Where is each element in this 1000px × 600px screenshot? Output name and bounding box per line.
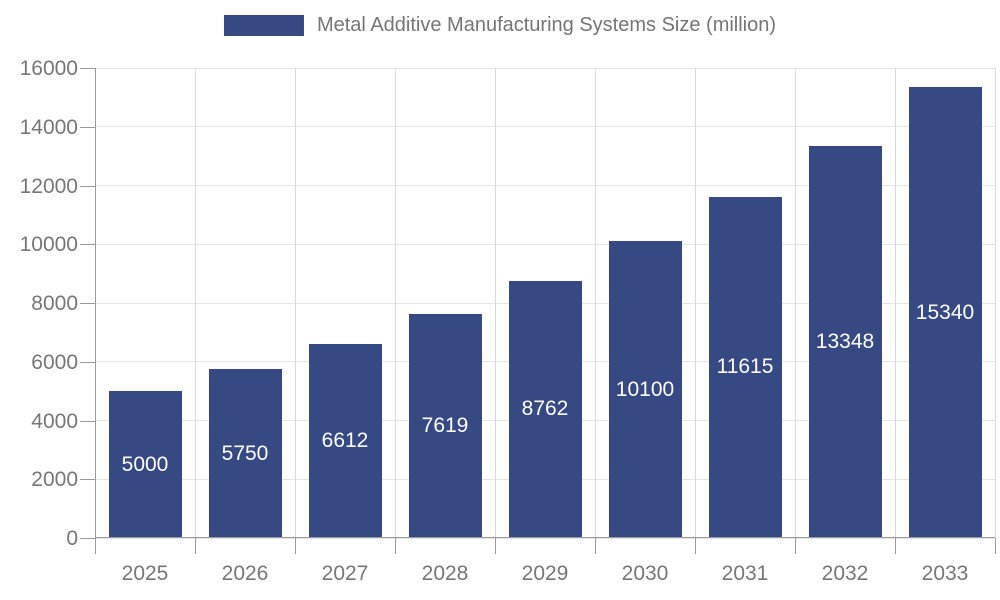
x-axis-tick <box>295 538 296 554</box>
x-axis-line <box>95 537 995 538</box>
y-axis-label: 2000 <box>31 468 78 492</box>
y-axis-label: 4000 <box>31 409 78 433</box>
gridline-h <box>95 537 995 539</box>
bar-value-label: 6612 <box>321 428 369 452</box>
bar-value-label: 7619 <box>421 414 469 438</box>
bar-2031[interactable] <box>708 196 782 538</box>
bar-value-label: 10100 <box>615 377 675 401</box>
bar-value-label: 11615 <box>716 355 774 379</box>
x-axis-tick <box>995 538 996 554</box>
bar-value-label: 5750 <box>221 441 269 465</box>
bar-2032[interactable] <box>808 145 882 538</box>
x-axis-tick <box>495 538 496 554</box>
y-axis-tick <box>80 185 95 187</box>
gridline-v <box>494 68 496 538</box>
y-axis-line <box>95 68 96 538</box>
bar-2026[interactable] <box>208 369 282 538</box>
gridline-v <box>394 68 396 538</box>
x-axis-tick <box>195 538 196 554</box>
x-axis-label: 2032 <box>821 562 869 585</box>
bar-value-label: 8762 <box>521 397 569 421</box>
x-axis-tick <box>795 538 796 554</box>
bar-value-label: 13348 <box>815 329 875 353</box>
y-axis-tick <box>80 68 95 69</box>
y-axis-tick <box>80 361 95 363</box>
bar-2027[interactable] <box>308 343 382 538</box>
x-axis-tick <box>395 538 396 554</box>
x-axis-label: 2025 <box>121 562 169 585</box>
gridline-h <box>95 243 995 245</box>
gridline-v <box>694 68 696 538</box>
y-axis-label: 14000 <box>19 115 78 139</box>
y-axis-label: 6000 <box>31 350 78 374</box>
x-axis-label: 2029 <box>521 562 569 585</box>
gridline-h <box>95 185 995 186</box>
gridline-v <box>794 68 796 538</box>
y-axis-tick <box>80 479 95 481</box>
bar-2028[interactable] <box>408 314 482 538</box>
gridline-v <box>894 68 896 538</box>
gridline-v <box>194 68 196 538</box>
gridline-v <box>994 68 996 538</box>
x-axis-tick <box>595 538 596 554</box>
x-axis-label: 2030 <box>621 562 669 585</box>
y-axis-tick <box>80 244 95 246</box>
y-axis-label: 16000 <box>19 57 78 80</box>
y-axis-tick <box>80 420 95 422</box>
bar-2025[interactable] <box>108 391 182 538</box>
x-axis-tick <box>895 538 896 554</box>
gridline-v <box>594 68 596 538</box>
y-axis-tick <box>80 303 95 304</box>
legend-item[interactable]: Metal Additive Manufacturing Systems Siz… <box>223 14 777 37</box>
legend-label: Metal Additive Manufacturing Systems Siz… <box>316 14 777 36</box>
x-axis-label: 2031 <box>721 562 769 585</box>
bar-2030[interactable] <box>608 241 682 538</box>
y-axis-label: 8000 <box>31 292 78 315</box>
gridline-h <box>95 67 995 69</box>
y-axis-tick <box>80 126 95 128</box>
y-axis-label: 0 <box>66 527 78 550</box>
x-axis-tick <box>95 538 96 554</box>
x-axis-label: 2027 <box>321 562 369 585</box>
legend-swatch <box>223 15 304 36</box>
x-axis-label: 2028 <box>421 562 469 585</box>
y-axis-tick <box>80 538 95 539</box>
gridline-v <box>294 68 296 538</box>
bar-2029[interactable] <box>508 280 582 538</box>
bar-value-label: 15340 <box>915 300 975 324</box>
x-axis-label: 2033 <box>921 562 969 585</box>
bar-value-label: 5000 <box>121 452 169 476</box>
y-axis-label: 12000 <box>19 174 78 198</box>
y-axis-label: 10000 <box>19 233 78 257</box>
x-axis-tick <box>695 538 696 554</box>
bar-2033[interactable] <box>908 87 982 538</box>
x-axis-label: 2026 <box>221 562 269 585</box>
gridline-h <box>95 126 995 128</box>
